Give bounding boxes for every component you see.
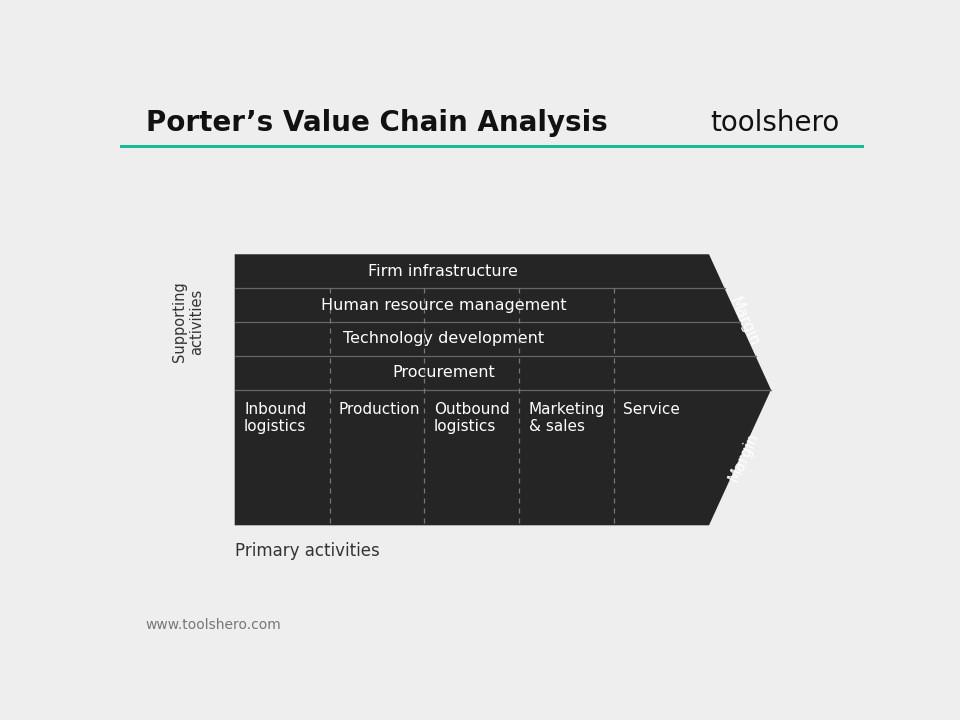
Text: Margin: Margin (726, 431, 761, 485)
Text: Technology development: Technology development (343, 331, 544, 346)
Text: www.toolshero.com: www.toolshero.com (146, 618, 281, 632)
Text: toolshero: toolshero (710, 109, 839, 138)
Text: Service: Service (623, 402, 681, 417)
Text: Marketing
& sales: Marketing & sales (529, 402, 605, 434)
Text: Firm infrastructure: Firm infrastructure (369, 264, 518, 279)
Text: Outbound
logistics: Outbound logistics (434, 402, 510, 434)
Text: Production: Production (339, 402, 420, 417)
Text: Supporting
activities: Supporting activities (172, 282, 204, 362)
Text: Porter’s Value Chain Analysis: Porter’s Value Chain Analysis (146, 109, 608, 138)
Text: Primary activities: Primary activities (234, 542, 379, 560)
Text: Margin: Margin (726, 295, 761, 349)
Polygon shape (234, 254, 771, 526)
Text: Human resource management: Human resource management (321, 297, 566, 312)
Text: Inbound
logistics: Inbound logistics (244, 402, 306, 434)
Text: Procurement: Procurement (392, 365, 494, 380)
